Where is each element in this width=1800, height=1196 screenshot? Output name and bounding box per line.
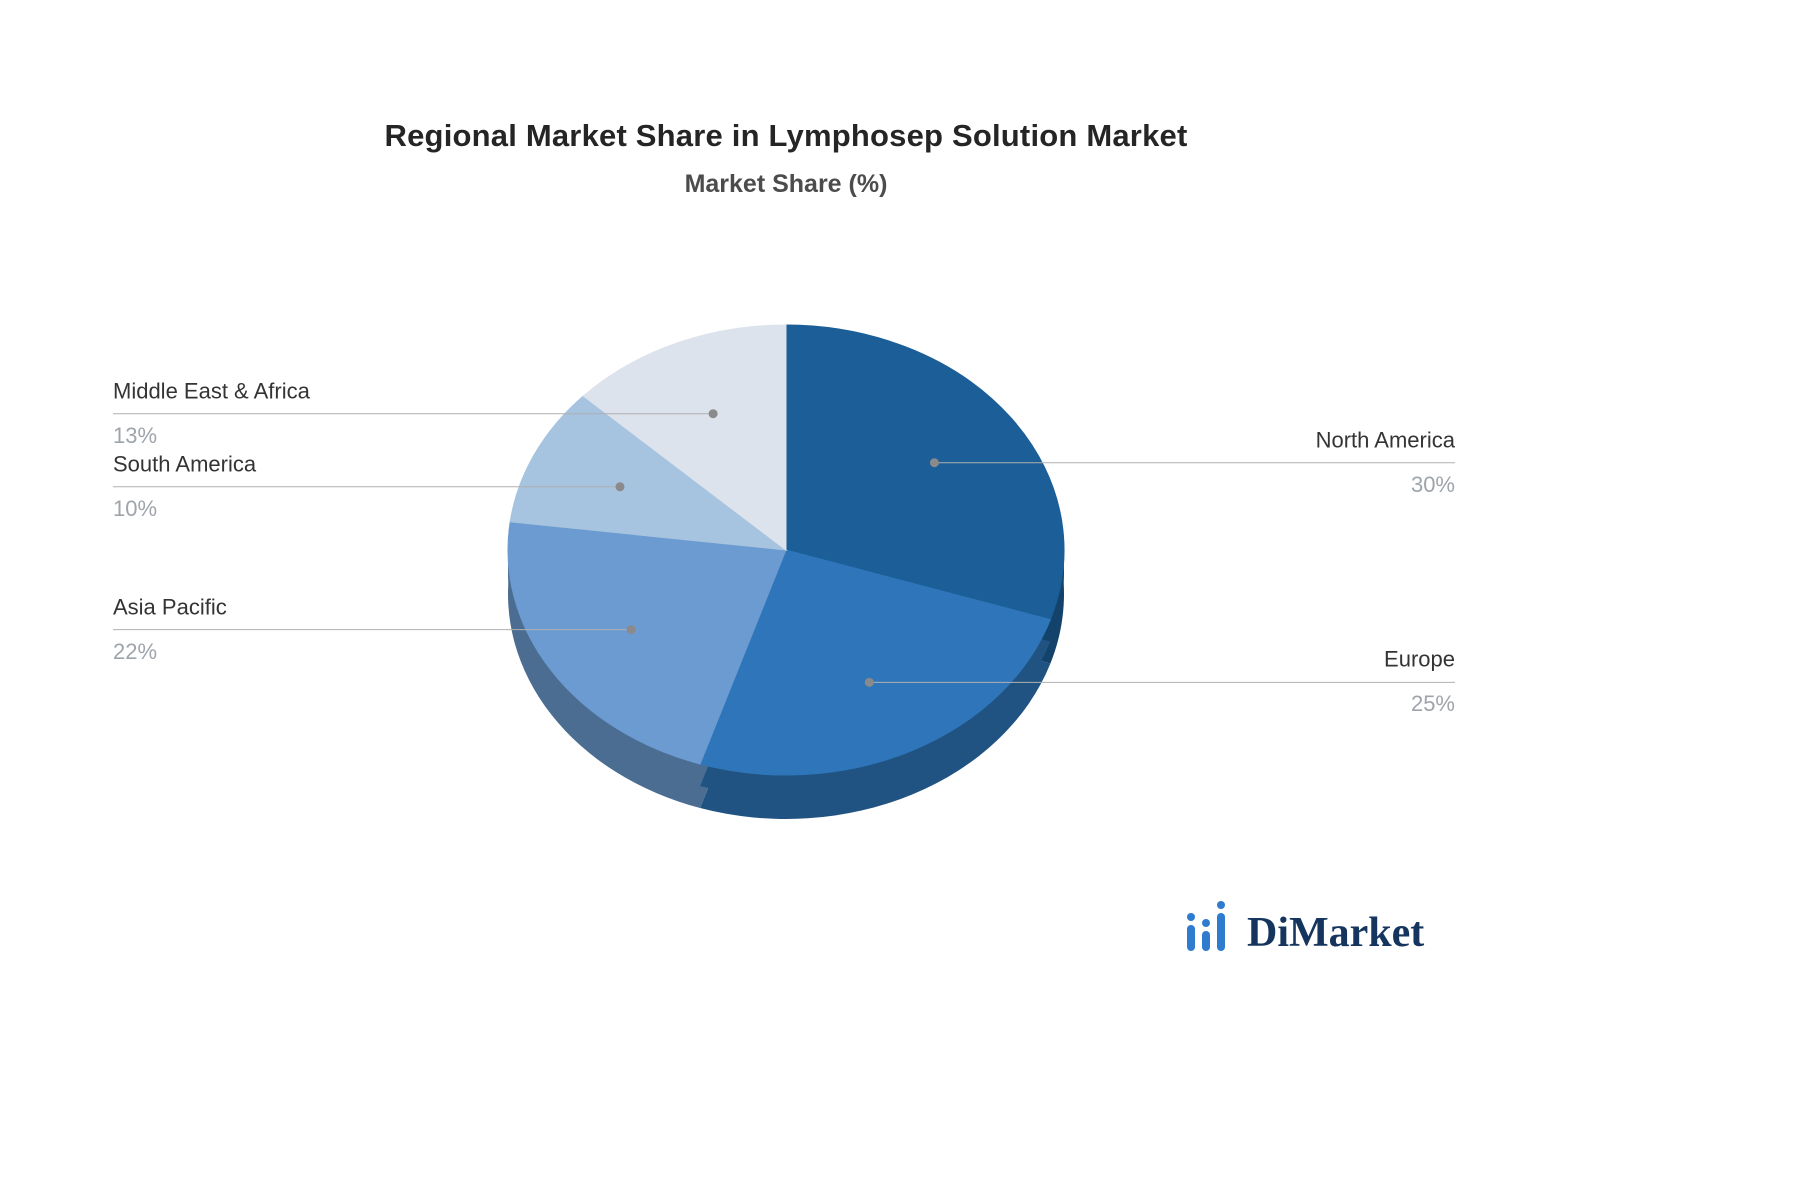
dimarket-logo-icon: [1187, 901, 1225, 951]
pie-slice-north-america: [785, 324, 1065, 621]
callout-dot-south-america: [615, 482, 625, 492]
chart-header: Regional Market Share in Lymphosep Solut…: [0, 118, 1572, 199]
callout-dot-europe: [864, 677, 874, 687]
callout-dot-middle-east-africa: [708, 409, 718, 419]
brand-name: DiMarket: [1247, 910, 1425, 956]
callout-dot-asia-pacific: [626, 625, 636, 635]
chart-subtitle: Market Share (%): [684, 170, 888, 198]
callout-dot-north-america: [929, 458, 939, 468]
pie-label-south-america: South America: [113, 451, 257, 477]
pie-slice-south-america: [509, 395, 788, 551]
pie-value-middle-east-africa: 13%: [113, 422, 158, 448]
pie-label-north-america: North America: [1315, 427, 1455, 453]
pie-label-middle-east-africa: Middle East & Africa: [113, 378, 310, 404]
pie-value-asia-pacific: 22%: [113, 638, 158, 664]
chart-title: Regional Market Share in Lymphosep Solut…: [384, 118, 1188, 153]
pie-value-europe: 25%: [1410, 691, 1455, 717]
pie-label-europe: Europe: [1384, 646, 1455, 672]
pie-value-north-america: 30%: [1410, 471, 1455, 497]
pie-slice-europe: [699, 549, 1052, 776]
pie-slice-middle-east-africa: [582, 324, 787, 552]
pie-value-south-america: 10%: [113, 495, 158, 521]
pie-label-asia-pacific: Asia Pacific: [113, 594, 227, 620]
pie-slice-asia-pacific: [507, 521, 787, 765]
brand-logo: DiMarket: [1183, 898, 1424, 956]
